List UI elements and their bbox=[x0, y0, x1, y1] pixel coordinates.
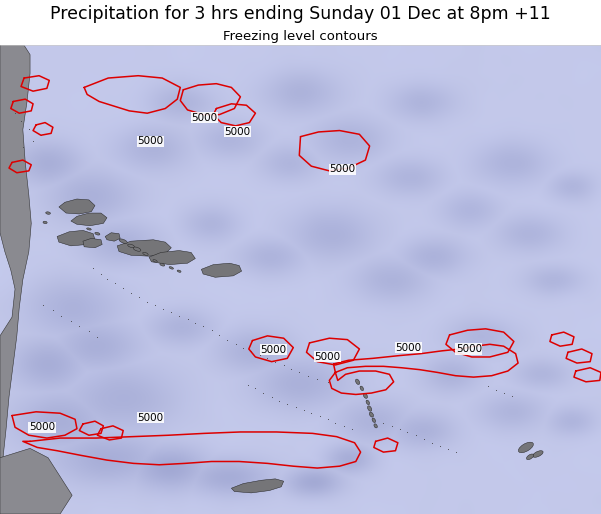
Polygon shape bbox=[57, 230, 95, 246]
Ellipse shape bbox=[46, 212, 50, 214]
Text: 5000: 5000 bbox=[29, 423, 55, 432]
Text: 5000: 5000 bbox=[314, 352, 341, 362]
Ellipse shape bbox=[177, 270, 181, 272]
Ellipse shape bbox=[532, 451, 543, 457]
Ellipse shape bbox=[169, 267, 174, 269]
Text: 5000: 5000 bbox=[137, 413, 163, 423]
Ellipse shape bbox=[43, 221, 47, 224]
Polygon shape bbox=[83, 238, 102, 248]
Ellipse shape bbox=[87, 228, 91, 230]
Text: Freezing level contours: Freezing level contours bbox=[223, 30, 378, 43]
Polygon shape bbox=[201, 263, 242, 277]
Polygon shape bbox=[117, 240, 171, 256]
Ellipse shape bbox=[127, 244, 135, 248]
Polygon shape bbox=[231, 479, 284, 493]
Ellipse shape bbox=[160, 263, 165, 266]
Text: 5000: 5000 bbox=[395, 343, 422, 353]
Polygon shape bbox=[105, 233, 120, 241]
Text: Precipitation for 3 hrs ending Sunday 01 Dec at 8pm +11: Precipitation for 3 hrs ending Sunday 01… bbox=[50, 6, 551, 24]
Polygon shape bbox=[0, 45, 31, 514]
Polygon shape bbox=[149, 250, 195, 265]
Ellipse shape bbox=[364, 393, 367, 398]
Polygon shape bbox=[0, 448, 72, 514]
Ellipse shape bbox=[370, 412, 373, 417]
Text: 5000: 5000 bbox=[224, 127, 251, 137]
Ellipse shape bbox=[95, 232, 100, 235]
Ellipse shape bbox=[519, 442, 533, 453]
Text: 5000: 5000 bbox=[191, 113, 218, 123]
Ellipse shape bbox=[374, 424, 377, 428]
Ellipse shape bbox=[372, 418, 376, 423]
Ellipse shape bbox=[142, 252, 148, 255]
Ellipse shape bbox=[368, 406, 371, 411]
Text: 5000: 5000 bbox=[456, 344, 482, 354]
Ellipse shape bbox=[119, 239, 127, 244]
Ellipse shape bbox=[526, 454, 534, 460]
Text: 5000: 5000 bbox=[260, 345, 287, 355]
Ellipse shape bbox=[153, 260, 157, 262]
Polygon shape bbox=[71, 213, 107, 226]
Text: 5000: 5000 bbox=[329, 164, 356, 174]
Text: 5000: 5000 bbox=[137, 136, 163, 146]
Ellipse shape bbox=[133, 247, 141, 251]
Ellipse shape bbox=[366, 400, 370, 405]
Polygon shape bbox=[59, 199, 95, 214]
Ellipse shape bbox=[356, 379, 359, 384]
Ellipse shape bbox=[360, 386, 364, 391]
